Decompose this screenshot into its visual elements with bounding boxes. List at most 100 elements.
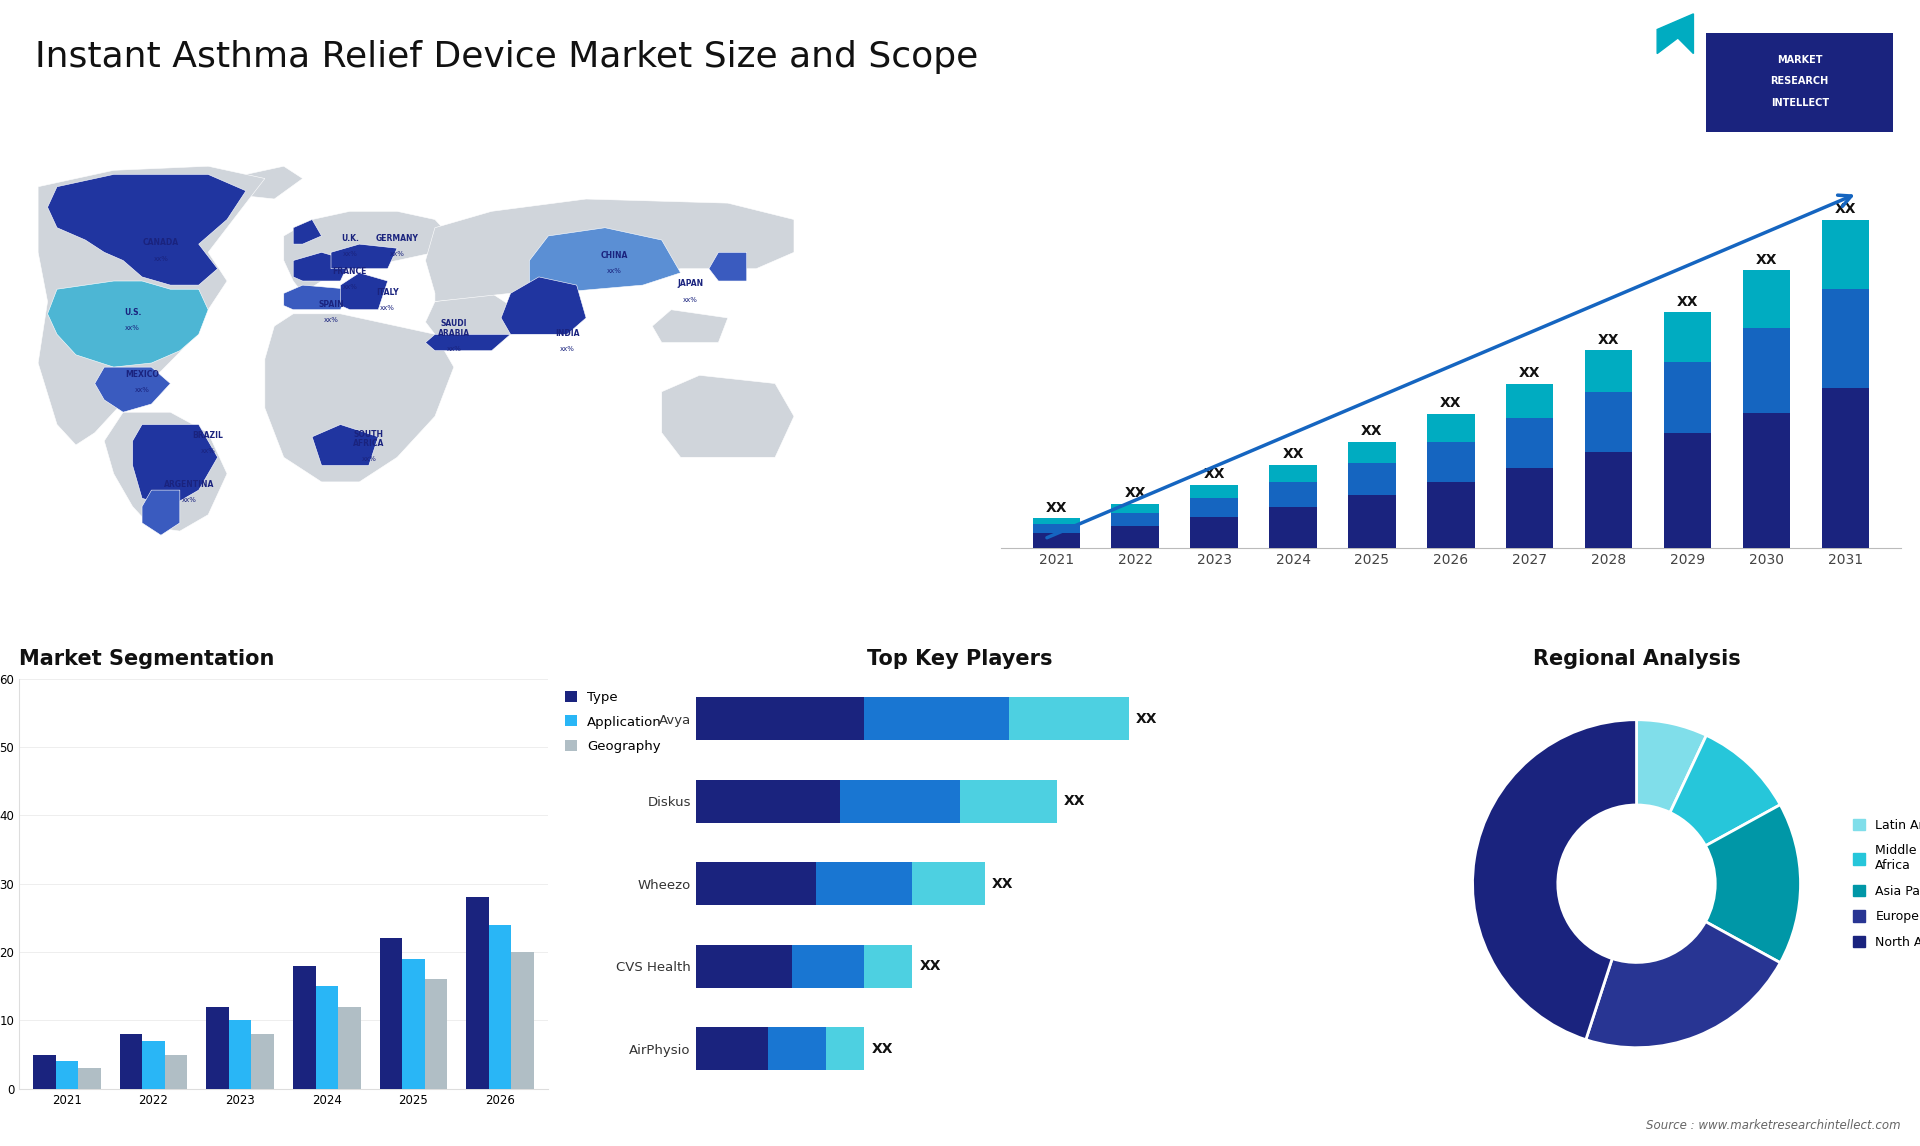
Text: xx%: xx% — [361, 456, 376, 463]
Wedge shape — [1636, 720, 1707, 813]
Text: XX: XX — [1676, 295, 1699, 308]
Text: BRAZIL: BRAZIL — [192, 431, 223, 440]
Bar — [695, 944, 793, 988]
Text: XX: XX — [1597, 332, 1619, 346]
Text: XX: XX — [993, 877, 1014, 890]
Bar — [401, 959, 424, 1089]
Bar — [912, 862, 985, 905]
Text: XX: XX — [872, 1042, 893, 1055]
Text: CHINA: CHINA — [601, 251, 628, 260]
Text: FRANCE: FRANCE — [332, 267, 367, 276]
Text: ITALY: ITALY — [376, 288, 399, 297]
Polygon shape — [708, 252, 747, 281]
Bar — [467, 897, 490, 1089]
Polygon shape — [662, 375, 795, 457]
Text: xx%: xx% — [125, 325, 140, 331]
Text: U.S.: U.S. — [125, 308, 142, 317]
Bar — [1665, 362, 1711, 433]
Text: CANADA: CANADA — [142, 238, 179, 248]
Bar — [294, 966, 315, 1089]
Text: xx%: xx% — [561, 346, 574, 352]
Polygon shape — [294, 220, 321, 244]
Text: xx%: xx% — [684, 297, 697, 303]
Text: XX: XX — [1757, 252, 1778, 267]
Text: SPAIN: SPAIN — [319, 300, 344, 309]
Text: xx%: xx% — [154, 256, 169, 261]
Text: XX: XX — [1519, 366, 1540, 379]
Bar — [33, 1054, 56, 1089]
Bar — [338, 1006, 361, 1089]
Text: XX: XX — [1283, 447, 1304, 461]
Bar — [1505, 468, 1553, 548]
Polygon shape — [501, 277, 586, 335]
Bar — [1505, 418, 1553, 468]
Polygon shape — [48, 174, 246, 285]
Bar — [165, 1054, 188, 1089]
Text: SOUTH
AFRICA: SOUTH AFRICA — [353, 430, 384, 448]
Text: MARKET: MARKET — [1778, 55, 1822, 64]
Bar — [1743, 413, 1789, 548]
Bar — [142, 1041, 165, 1089]
Wedge shape — [1705, 804, 1801, 963]
Polygon shape — [340, 273, 388, 309]
Text: INDIA: INDIA — [555, 329, 580, 338]
Polygon shape — [530, 228, 680, 293]
Polygon shape — [426, 335, 511, 351]
Bar — [380, 939, 401, 1089]
Text: XX: XX — [920, 959, 941, 973]
Polygon shape — [1657, 14, 1693, 54]
Polygon shape — [294, 252, 349, 281]
Text: RESEARCH: RESEARCH — [1770, 77, 1830, 86]
Bar — [119, 1034, 142, 1089]
Bar — [864, 944, 912, 988]
Bar — [1586, 351, 1632, 392]
Text: Market Segmentation: Market Segmentation — [19, 649, 275, 669]
Text: XX: XX — [1204, 468, 1225, 481]
Text: xx%: xx% — [445, 346, 461, 352]
Bar — [768, 1027, 826, 1070]
Bar — [1586, 452, 1632, 548]
Polygon shape — [104, 413, 227, 531]
Bar — [205, 1006, 228, 1089]
Bar — [1269, 482, 1317, 507]
Bar — [1427, 414, 1475, 441]
Bar — [1743, 329, 1789, 413]
Text: U.K.: U.K. — [342, 234, 359, 243]
Bar — [1033, 518, 1079, 524]
Bar — [79, 1068, 100, 1089]
Polygon shape — [265, 314, 453, 482]
Bar — [490, 925, 511, 1089]
Bar — [1822, 289, 1870, 387]
Bar — [826, 1027, 864, 1070]
Title: Regional Analysis: Regional Analysis — [1532, 649, 1740, 669]
Text: xx%: xx% — [182, 497, 196, 503]
Bar — [1190, 517, 1238, 548]
Text: XX: XX — [1137, 712, 1158, 725]
Text: XX: XX — [1361, 424, 1382, 438]
Polygon shape — [227, 166, 303, 199]
Polygon shape — [426, 293, 530, 335]
Bar — [816, 862, 912, 905]
Bar — [56, 1061, 79, 1089]
Polygon shape — [330, 244, 397, 268]
Text: Source : www.marketresearchintellect.com: Source : www.marketresearchintellect.com — [1645, 1120, 1901, 1132]
Bar — [228, 1020, 252, 1089]
Bar — [1427, 441, 1475, 482]
Polygon shape — [653, 309, 728, 343]
Bar — [1033, 533, 1079, 548]
Title: Top Key Players: Top Key Players — [868, 649, 1052, 669]
Bar — [1269, 465, 1317, 482]
Bar — [695, 862, 816, 905]
Bar — [1190, 499, 1238, 517]
Polygon shape — [313, 424, 378, 465]
Bar — [252, 1034, 275, 1089]
Polygon shape — [132, 424, 217, 507]
Bar — [1112, 512, 1160, 526]
Text: XX: XX — [1064, 794, 1085, 808]
Bar — [1665, 313, 1711, 362]
Bar — [695, 779, 841, 823]
Bar — [1822, 220, 1870, 289]
Polygon shape — [142, 490, 180, 535]
FancyBboxPatch shape — [1707, 33, 1893, 132]
Polygon shape — [284, 211, 453, 293]
